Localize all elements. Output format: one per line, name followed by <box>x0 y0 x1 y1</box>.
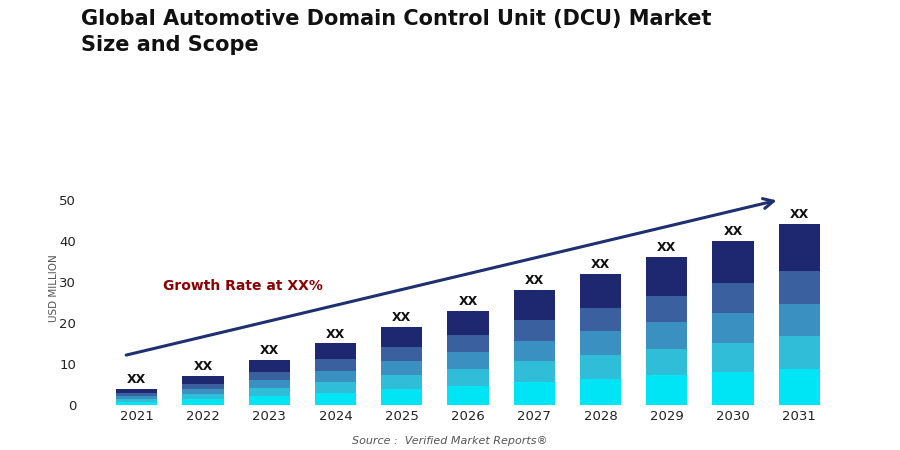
Bar <box>778 271 820 304</box>
Bar <box>315 360 356 370</box>
Bar <box>315 382 356 393</box>
Text: XX: XX <box>326 328 345 341</box>
Bar <box>183 394 223 399</box>
Bar <box>116 393 158 396</box>
Bar <box>248 360 290 372</box>
Bar <box>646 349 688 375</box>
Bar <box>514 320 554 341</box>
Text: XX: XX <box>525 274 544 287</box>
Bar <box>116 399 158 402</box>
Bar <box>646 296 688 322</box>
Bar <box>778 336 820 369</box>
Bar <box>382 361 422 375</box>
Y-axis label: USD MILLION: USD MILLION <box>49 254 58 322</box>
Bar <box>514 361 554 382</box>
Bar <box>382 347 422 361</box>
Bar <box>580 308 621 332</box>
Text: XX: XX <box>458 295 478 308</box>
Bar <box>713 313 753 342</box>
Bar <box>713 342 753 372</box>
Bar <box>778 225 820 271</box>
Bar <box>646 257 688 296</box>
Bar <box>580 355 621 379</box>
Bar <box>713 372 753 405</box>
Text: XX: XX <box>259 344 279 357</box>
Bar <box>447 310 489 335</box>
Bar <box>248 396 290 405</box>
Bar <box>183 384 223 389</box>
Bar <box>315 343 356 360</box>
Bar <box>713 284 753 313</box>
Bar <box>183 376 223 384</box>
Text: XX: XX <box>591 258 610 271</box>
Bar <box>315 370 356 382</box>
Text: XX: XX <box>657 241 677 254</box>
Bar <box>116 402 158 405</box>
Bar <box>248 372 290 380</box>
Bar <box>183 389 223 394</box>
Text: Global Automotive Domain Control Unit (DCU) Market
Size and Scope: Global Automotive Domain Control Unit (D… <box>81 9 712 54</box>
Text: XX: XX <box>392 311 411 324</box>
Text: Growth Rate at XX%: Growth Rate at XX% <box>163 279 323 293</box>
Text: Source :  Verified Market Reports®: Source : Verified Market Reports® <box>352 436 548 446</box>
Bar <box>382 375 422 389</box>
Bar <box>382 389 422 405</box>
Text: XX: XX <box>194 360 212 374</box>
Bar <box>580 274 621 308</box>
Bar <box>713 241 753 284</box>
Text: XX: XX <box>789 208 809 221</box>
Bar <box>447 335 489 352</box>
Bar <box>514 382 554 405</box>
Bar <box>447 386 489 405</box>
Text: XX: XX <box>724 225 742 238</box>
Bar <box>778 369 820 405</box>
Bar <box>580 379 621 405</box>
Bar <box>447 352 489 369</box>
Bar <box>315 393 356 405</box>
Text: XX: XX <box>127 373 147 386</box>
Bar <box>646 375 688 405</box>
Bar <box>514 290 554 320</box>
Bar <box>248 380 290 388</box>
Bar <box>248 388 290 396</box>
Bar <box>580 332 621 355</box>
Bar <box>514 341 554 361</box>
Bar <box>183 399 223 405</box>
Bar <box>116 396 158 399</box>
Bar <box>447 369 489 386</box>
Bar <box>116 389 158 393</box>
Bar <box>382 327 422 347</box>
Bar <box>646 322 688 349</box>
Bar <box>778 304 820 336</box>
